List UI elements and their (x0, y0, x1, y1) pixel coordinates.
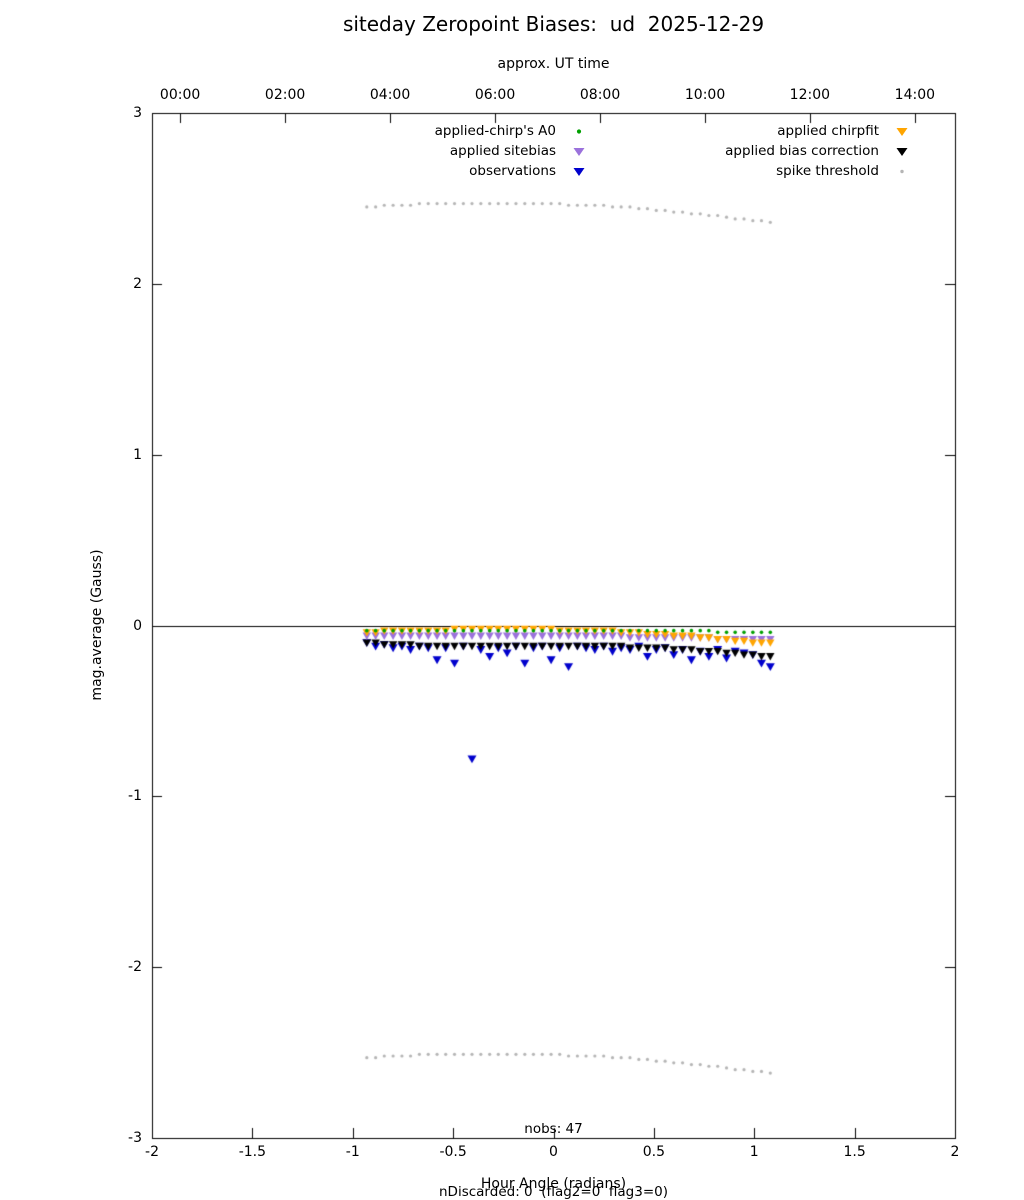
ut-tick-label: 00:00 (159, 87, 201, 103)
ut-tick-label: 06:00 (474, 87, 516, 103)
x-tick-label: 2 (950, 1144, 960, 1160)
x-tick-label: 1 (749, 1144, 759, 1160)
y-tick-label: 3 (133, 105, 142, 121)
ut-tick-label: 14:00 (894, 87, 936, 103)
triangle-down-icon (556, 146, 602, 157)
x-tick-label: -1.5 (238, 1144, 267, 1160)
ut-tick-label: 02:00 (264, 87, 306, 103)
y-tick-label: -3 (128, 1130, 142, 1146)
legend-label: applied chirpfit (777, 123, 879, 139)
legend-item: observations (152, 161, 602, 181)
annotations: nobs: 47 nDiscarded: 0 (flag2=0 flag3=0) (152, 1077, 955, 1200)
legend-item: applied sitebias (152, 141, 602, 161)
x-tick-label: 0.5 (642, 1144, 666, 1160)
legend-column-2: applied chirpfit applied bias correction s… (602, 121, 925, 181)
y-tick-label: 2 (133, 275, 142, 292)
ut-tick-label: 08:00 (579, 87, 621, 103)
y-axis-label: mag.average (Gauss) (89, 549, 105, 701)
legend-label: applied sitebias (449, 143, 556, 159)
triangle-down-icon (879, 126, 925, 137)
x-tick-label: -2 (145, 1144, 159, 1160)
x-axis-label: Hour Angle (radians) (480, 1176, 627, 1192)
y-tick-label: -2 (128, 959, 142, 976)
chart-title: siteday Zeropoint Biases: ud 2025-12-29 (342, 12, 765, 36)
dot-icon (879, 166, 925, 177)
legend-item: spike threshold (602, 161, 925, 181)
y-tick-label: 1 (133, 446, 142, 463)
nobs-text: nobs: 47 (524, 1121, 583, 1137)
x-tick-label: -1 (345, 1144, 360, 1160)
x-tick-label: -0.5 (439, 1144, 467, 1160)
legend-item: applied-chirp's A0 (152, 121, 602, 141)
x-tick-label: 0 (549, 1144, 558, 1160)
dot-icon (556, 126, 602, 137)
triangle-down-icon (879, 146, 925, 157)
legend-item: applied chirpfit (602, 121, 925, 141)
legend-label: observations (469, 163, 556, 179)
y-tick-label: 0 (133, 617, 142, 634)
legend-label: applied-chirp's A0 (434, 123, 556, 139)
ut-tick-label: 04:00 (369, 87, 411, 103)
legend-column-1: applied-chirp's A0 applied sitebias observ… (152, 121, 602, 181)
ut-tick-label: 10:00 (684, 87, 726, 103)
legend-item: applied bias correction (602, 141, 925, 161)
ndiscarded-text: nDiscarded: 0 (flag2=0 flag3=0) (439, 1184, 668, 1200)
legend-label: applied bias correction (725, 143, 879, 159)
legend: applied-chirp's A0 applied sitebias observ… (152, 121, 925, 181)
top-axis-label: approx. UT time (497, 56, 610, 72)
triangle-down-icon (556, 166, 602, 177)
y-tick-label: -1 (128, 788, 142, 805)
legend-label: spike threshold (776, 163, 879, 179)
x-tick-label: 1.5 (843, 1144, 866, 1160)
ut-tick-label: 12:00 (789, 87, 831, 103)
